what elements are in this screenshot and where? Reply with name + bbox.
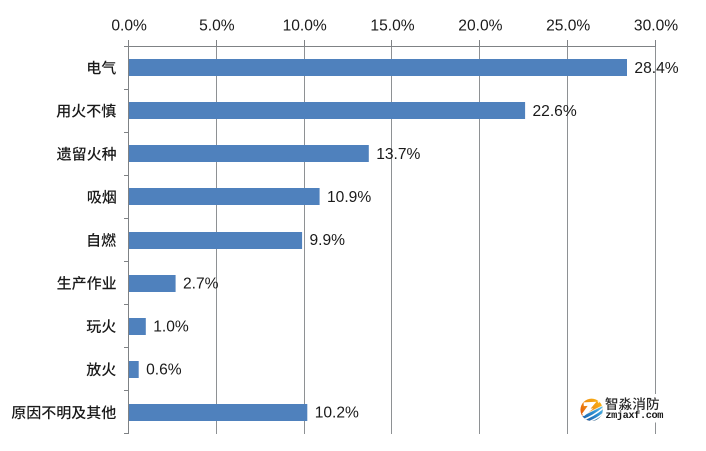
svg-text:20.0%: 20.0%	[458, 18, 502, 35]
svg-text:zmjaxf.com: zmjaxf.com	[605, 410, 663, 422]
svg-text:15.0%: 15.0%	[370, 18, 414, 35]
svg-text:9.9%: 9.9%	[310, 232, 346, 249]
svg-text:22.6%: 22.6%	[533, 103, 577, 120]
svg-text:28.4%: 28.4%	[634, 60, 678, 77]
svg-text:10.9%: 10.9%	[327, 189, 371, 206]
svg-text:10.2%: 10.2%	[315, 405, 359, 422]
svg-text:30.0%: 30.0%	[634, 18, 678, 35]
svg-text:5.0%: 5.0%	[199, 18, 235, 35]
svg-text:13.7%: 13.7%	[376, 146, 420, 163]
svg-text:0.6%: 0.6%	[146, 362, 182, 379]
svg-text:2.7%: 2.7%	[183, 275, 219, 292]
svg-text:25.0%: 25.0%	[546, 18, 590, 35]
svg-text:1.0%: 1.0%	[153, 318, 189, 335]
svg-text:10.0%: 10.0%	[283, 18, 327, 35]
svg-text:0.0%: 0.0%	[111, 18, 147, 35]
